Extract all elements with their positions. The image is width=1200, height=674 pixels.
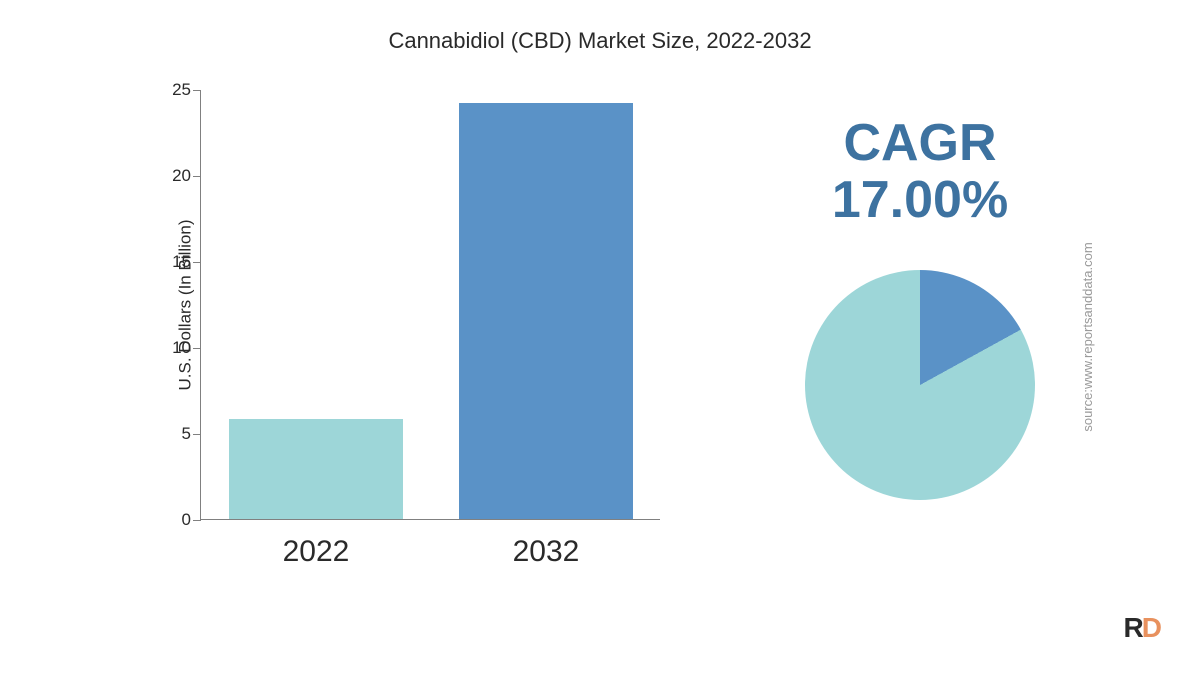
x-tick-label: 2022 <box>283 535 350 569</box>
cagr-value: 17.00% <box>740 172 1100 229</box>
cagr-label: CAGR <box>740 115 1100 172</box>
y-tick-label: 20 <box>161 166 191 186</box>
pie-chart <box>805 270 1035 500</box>
plot-area: 051015202520222032 <box>200 90 660 520</box>
y-tick <box>193 348 201 349</box>
pie <box>805 270 1035 500</box>
y-tick-label: 5 <box>161 424 191 444</box>
x-tick-label: 2032 <box>513 535 580 569</box>
bar-2032 <box>459 103 634 519</box>
y-tick <box>193 90 201 91</box>
y-tick-label: 25 <box>161 80 191 100</box>
bar-chart: U.S. Dollars (In Billion) 05101520252022… <box>160 90 660 520</box>
y-tick <box>193 176 201 177</box>
y-axis-label: U.S. Dollars (In Billion) <box>176 220 196 391</box>
logo-d: D <box>1142 612 1160 643</box>
y-tick <box>193 434 201 435</box>
y-tick <box>193 262 201 263</box>
y-tick-label: 10 <box>161 338 191 358</box>
y-tick <box>193 520 201 521</box>
logo: RD <box>1124 612 1160 644</box>
source-attribution: source:www.reportsanddata.com <box>1080 242 1095 431</box>
y-tick-label: 15 <box>161 252 191 272</box>
logo-r: R <box>1124 612 1142 643</box>
cagr-panel: CAGR 17.00% <box>740 115 1100 229</box>
y-tick-label: 0 <box>161 510 191 530</box>
chart-title: Cannabidiol (CBD) Market Size, 2022-2032 <box>388 28 811 54</box>
bar-2022 <box>229 419 404 519</box>
